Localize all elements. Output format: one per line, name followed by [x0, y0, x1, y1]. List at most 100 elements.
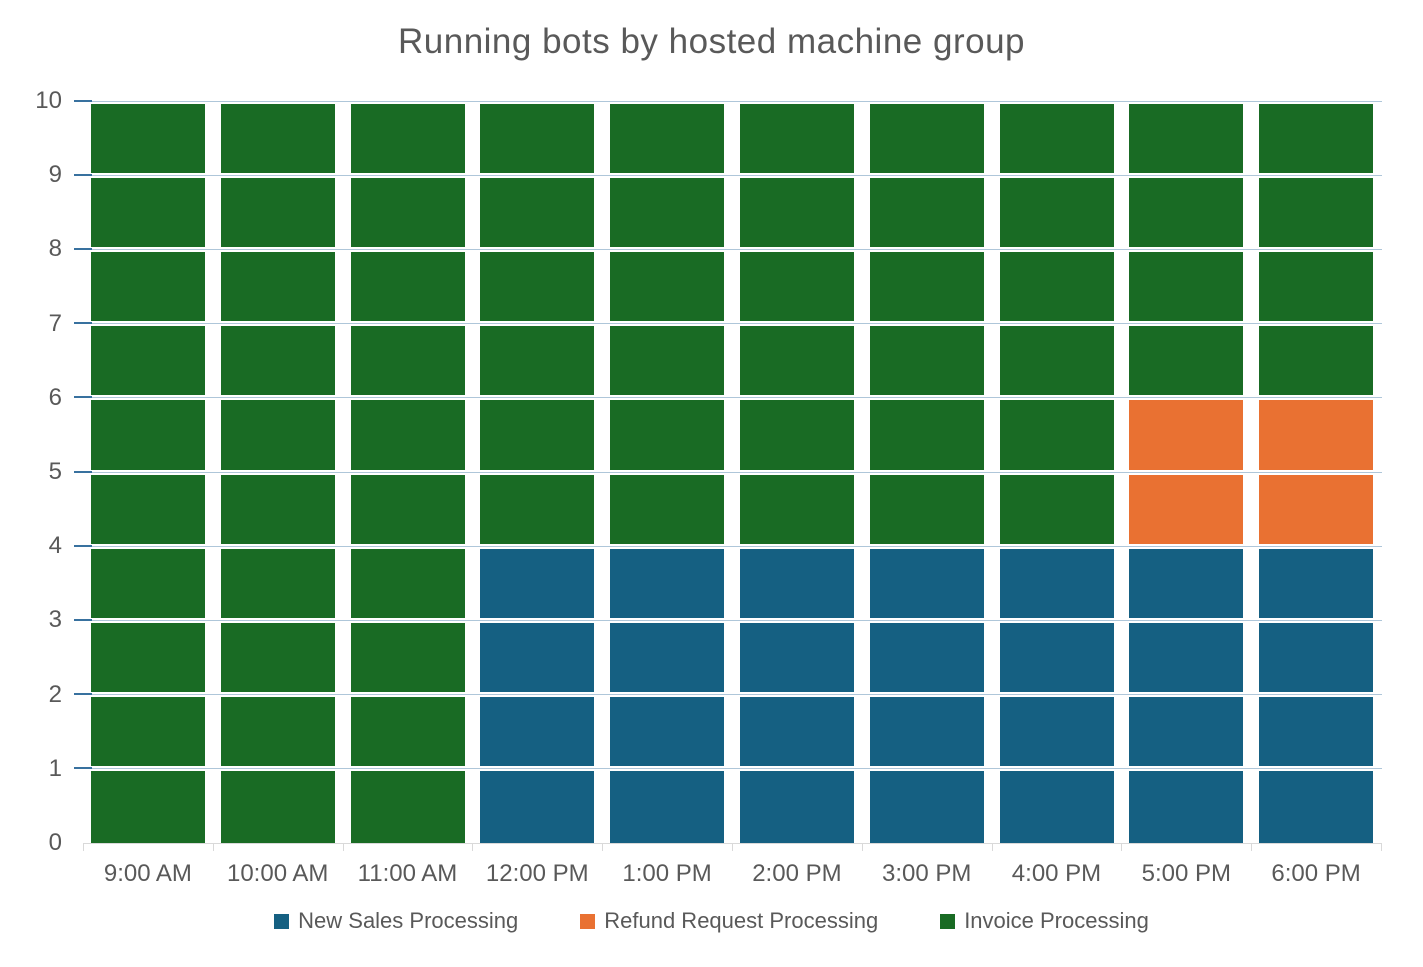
bar-segment-invoice-processing[interactable] [480, 472, 595, 547]
bar-segment-invoice-processing[interactable] [220, 472, 335, 547]
bar-segment-invoice-processing[interactable] [1259, 249, 1374, 325]
bar-segment-invoice-processing[interactable] [739, 472, 854, 547]
bar-segment-invoice-processing[interactable] [1129, 323, 1244, 399]
bar-segment-new-sales-processing[interactable] [999, 768, 1114, 844]
bar-segment-invoice-processing[interactable] [610, 101, 725, 176]
bar-segment-invoice-processing[interactable] [90, 397, 205, 473]
bar-segment-new-sales-processing[interactable] [739, 546, 854, 621]
bar-segment-invoice-processing[interactable] [999, 249, 1114, 325]
bar-segment-invoice-processing[interactable] [350, 175, 465, 250]
bar-segment-invoice-processing[interactable] [350, 101, 465, 176]
bar-segment-invoice-processing[interactable] [220, 323, 335, 399]
bar-segment-new-sales-processing[interactable] [999, 694, 1114, 770]
bar-segment-invoice-processing[interactable] [90, 620, 205, 696]
bar-segment-new-sales-processing[interactable] [739, 620, 854, 696]
bar-segment-invoice-processing[interactable] [350, 249, 465, 325]
bar-segment-invoice-processing[interactable] [739, 323, 854, 399]
bar-segment-invoice-processing[interactable] [90, 546, 205, 621]
bar-segment-invoice-processing[interactable] [869, 323, 984, 399]
bar-segment-new-sales-processing[interactable] [869, 620, 984, 696]
bar-segment-invoice-processing[interactable] [610, 397, 725, 473]
bar-segment-invoice-processing[interactable] [90, 768, 205, 844]
bar-segment-invoice-processing[interactable] [480, 397, 595, 473]
bar-segment-invoice-processing[interactable] [480, 175, 595, 250]
bar-segment-invoice-processing[interactable] [350, 620, 465, 696]
bar-segment-invoice-processing[interactable] [480, 249, 595, 325]
bar-segment-invoice-processing[interactable] [220, 249, 335, 325]
bar-segment-new-sales-processing[interactable] [1259, 546, 1374, 621]
bar-segment-invoice-processing[interactable] [999, 101, 1114, 176]
bar-segment-invoice-processing[interactable] [869, 472, 984, 547]
bar-segment-invoice-processing[interactable] [480, 101, 595, 176]
bar-segment-invoice-processing[interactable] [610, 175, 725, 250]
bar-segment-invoice-processing[interactable] [220, 694, 335, 770]
bar-segment-new-sales-processing[interactable] [480, 546, 595, 621]
bar-segment-invoice-processing[interactable] [999, 397, 1114, 473]
bar-segment-invoice-processing[interactable] [610, 249, 725, 325]
bar-segment-invoice-processing[interactable] [90, 249, 205, 325]
bar-segment-invoice-processing[interactable] [1259, 101, 1374, 176]
bar-segment-invoice-processing[interactable] [90, 472, 205, 547]
bar-segment-new-sales-processing[interactable] [1259, 768, 1374, 844]
bar-segment-new-sales-processing[interactable] [610, 694, 725, 770]
bar-segment-new-sales-processing[interactable] [999, 620, 1114, 696]
bar-segment-new-sales-processing[interactable] [1259, 620, 1374, 696]
bar-segment-invoice-processing[interactable] [350, 472, 465, 547]
bar-segment-invoice-processing[interactable] [739, 175, 854, 250]
bar-segment-invoice-processing[interactable] [350, 694, 465, 770]
bar-segment-new-sales-processing[interactable] [869, 546, 984, 621]
bar-segment-invoice-processing[interactable] [350, 397, 465, 473]
bar-segment-refund-request-processing[interactable] [1129, 472, 1244, 547]
bar-segment-invoice-processing[interactable] [999, 472, 1114, 547]
bar-segment-new-sales-processing[interactable] [869, 694, 984, 770]
bar-segment-refund-request-processing[interactable] [1259, 397, 1374, 473]
bar-segment-invoice-processing[interactable] [1129, 249, 1244, 325]
bar-segment-invoice-processing[interactable] [90, 101, 205, 176]
bar-segment-invoice-processing[interactable] [739, 249, 854, 325]
bar-segment-invoice-processing[interactable] [1129, 101, 1244, 176]
bar-segment-invoice-processing[interactable] [999, 323, 1114, 399]
bar-segment-invoice-processing[interactable] [739, 101, 854, 176]
bar-segment-invoice-processing[interactable] [610, 323, 725, 399]
bar-segment-invoice-processing[interactable] [869, 249, 984, 325]
bar-segment-invoice-processing[interactable] [869, 175, 984, 250]
bar-segment-new-sales-processing[interactable] [480, 768, 595, 844]
bar-segment-invoice-processing[interactable] [90, 323, 205, 399]
bar-segment-invoice-processing[interactable] [1129, 175, 1244, 250]
bar-segment-new-sales-processing[interactable] [1129, 546, 1244, 621]
bar-segment-refund-request-processing[interactable] [1129, 397, 1244, 473]
bar-segment-invoice-processing[interactable] [999, 175, 1114, 250]
bar-segment-invoice-processing[interactable] [220, 768, 335, 844]
bar-segment-new-sales-processing[interactable] [610, 546, 725, 621]
bar-segment-invoice-processing[interactable] [739, 397, 854, 473]
bar-segment-new-sales-processing[interactable] [610, 768, 725, 844]
bar-segment-invoice-processing[interactable] [220, 175, 335, 250]
bar-segment-new-sales-processing[interactable] [1259, 694, 1374, 770]
bar-segment-invoice-processing[interactable] [869, 101, 984, 176]
bar-segment-new-sales-processing[interactable] [1129, 768, 1244, 844]
bar-segment-invoice-processing[interactable] [220, 397, 335, 473]
legend-item-new-sales-processing[interactable]: New Sales Processing [274, 908, 518, 934]
bar-segment-invoice-processing[interactable] [350, 768, 465, 844]
bar-segment-invoice-processing[interactable] [869, 397, 984, 473]
bar-segment-invoice-processing[interactable] [220, 620, 335, 696]
bar-segment-new-sales-processing[interactable] [1129, 694, 1244, 770]
bar-segment-invoice-processing[interactable] [610, 472, 725, 547]
bar-segment-invoice-processing[interactable] [350, 323, 465, 399]
bar-segment-invoice-processing[interactable] [480, 323, 595, 399]
bar-segment-new-sales-processing[interactable] [739, 694, 854, 770]
legend-item-invoice-processing[interactable]: Invoice Processing [940, 908, 1149, 934]
bar-segment-new-sales-processing[interactable] [480, 694, 595, 770]
bar-segment-new-sales-processing[interactable] [869, 768, 984, 844]
bar-segment-new-sales-processing[interactable] [999, 546, 1114, 621]
bar-segment-new-sales-processing[interactable] [739, 768, 854, 844]
legend-item-refund-request-processing[interactable]: Refund Request Processing [580, 908, 878, 934]
bar-segment-invoice-processing[interactable] [350, 546, 465, 621]
bar-segment-invoice-processing[interactable] [220, 546, 335, 621]
bar-segment-refund-request-processing[interactable] [1259, 472, 1374, 547]
bar-segment-invoice-processing[interactable] [1259, 175, 1374, 250]
bar-segment-invoice-processing[interactable] [90, 694, 205, 770]
bar-segment-invoice-processing[interactable] [1259, 323, 1374, 399]
bar-segment-new-sales-processing[interactable] [1129, 620, 1244, 696]
bar-segment-new-sales-processing[interactable] [480, 620, 595, 696]
